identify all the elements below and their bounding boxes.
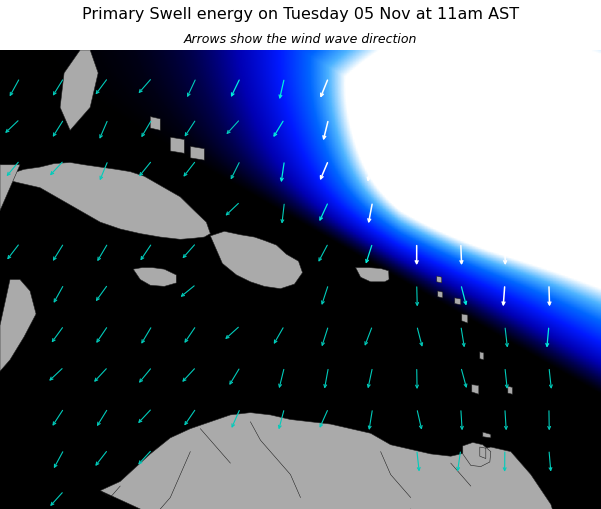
Text: Arrows show the wind wave direction: Arrows show the wind wave direction <box>184 33 417 46</box>
Text: Primary Swell energy on Tuesday 05 Nov at 11am AST: Primary Swell energy on Tuesday 05 Nov a… <box>82 7 519 22</box>
